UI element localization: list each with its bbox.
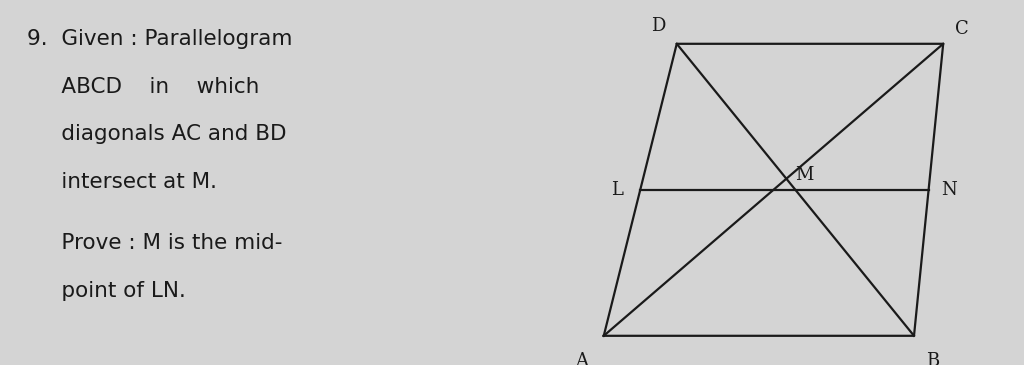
Text: L: L	[610, 181, 623, 199]
Text: B: B	[926, 352, 939, 365]
Text: N: N	[941, 181, 956, 199]
Text: point of LN.: point of LN.	[27, 281, 185, 301]
Text: 9.  Given : Parallelogram: 9. Given : Parallelogram	[27, 29, 292, 49]
Text: intersect at M.: intersect at M.	[27, 172, 217, 192]
Text: C: C	[954, 20, 969, 38]
Text: M: M	[796, 166, 814, 184]
Text: A: A	[575, 352, 589, 365]
Text: D: D	[651, 16, 666, 35]
Text: ABCD    in    which: ABCD in which	[27, 77, 259, 97]
Text: diagonals AC and BD: diagonals AC and BD	[27, 124, 286, 144]
Text: Prove : M is the mid-: Prove : M is the mid-	[27, 233, 282, 253]
